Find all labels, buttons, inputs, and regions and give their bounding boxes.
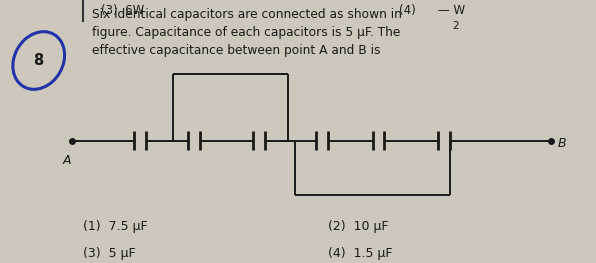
Text: (2)  10 μF: (2) 10 μF [328,220,389,232]
Text: (3)  5 μF: (3) 5 μF [83,247,136,260]
Text: 2: 2 [452,21,458,31]
Text: Six identical capacitors are connected as shown in
figure. Capacitance of each c: Six identical capacitors are connected a… [92,8,402,57]
Text: (1)  7.5 μF: (1) 7.5 μF [83,220,148,232]
Text: 8: 8 [33,53,44,68]
Text: A: A [63,154,71,167]
Text: B: B [557,137,566,150]
Text: (4): (4) [399,4,416,17]
Text: — W: — W [438,4,465,17]
Text: (3)  6W: (3) 6W [101,4,145,17]
Text: (4)  1.5 μF: (4) 1.5 μF [328,247,392,260]
